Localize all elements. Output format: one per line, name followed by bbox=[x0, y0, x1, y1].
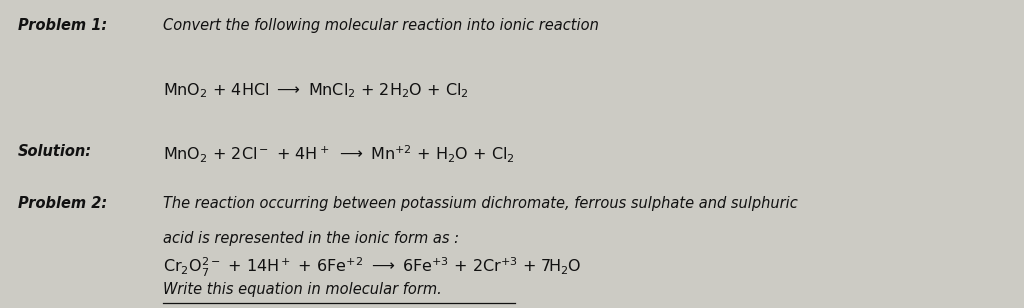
Text: Convert the following molecular reaction into ionic reaction: Convert the following molecular reaction… bbox=[163, 18, 599, 33]
Text: Cr$_2$O$_7^{2-}$ + 14H$^+$ + 6Fe$^{+2}$ $\longrightarrow$ 6Fe$^{+3}$ + 2Cr$^{+3}: Cr$_2$O$_7^{2-}$ + 14H$^+$ + 6Fe$^{+2}$ … bbox=[163, 256, 582, 279]
Text: Solution:: Solution: bbox=[18, 144, 92, 159]
Text: acid is represented in the ionic form as :: acid is represented in the ionic form as… bbox=[163, 231, 459, 246]
Text: Write this equation in molecular form.: Write this equation in molecular form. bbox=[163, 282, 441, 297]
Text: Problem 1:: Problem 1: bbox=[18, 18, 108, 33]
Text: MnO$_2$ + 4HCl $\longrightarrow$ MnCl$_2$ + 2H$_2$O + Cl$_2$: MnO$_2$ + 4HCl $\longrightarrow$ MnCl$_2… bbox=[163, 82, 469, 100]
Text: MnO$_2$ + 2Cl$^-$ + 4H$^+$ $\longrightarrow$ Mn$^{+2}$ + H$_2$O + Cl$_2$: MnO$_2$ + 2Cl$^-$ + 4H$^+$ $\longrightar… bbox=[163, 144, 515, 165]
Text: The reaction occurring between potassium dichromate, ferrous sulphate and sulphu: The reaction occurring between potassium… bbox=[163, 196, 798, 211]
Text: Problem 2:: Problem 2: bbox=[18, 196, 108, 211]
